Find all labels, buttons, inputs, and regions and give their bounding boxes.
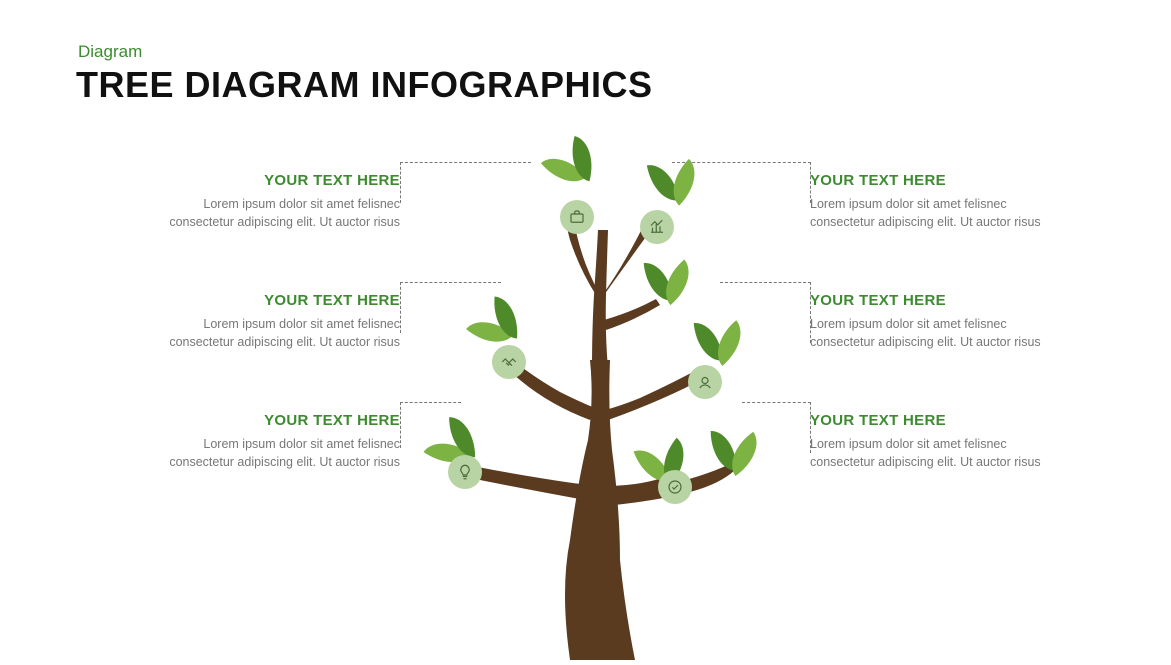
label-heading: YOUR TEXT HERE [140,172,400,189]
chart-icon [640,210,674,244]
label-right-3: YOUR TEXT HERE Lorem ipsum dolor sit ame… [810,412,1070,471]
label-left-2: YOUR TEXT HERE Lorem ipsum dolor sit ame… [140,292,400,351]
label-right-1: YOUR TEXT HERE Lorem ipsum dolor sit ame… [810,172,1070,231]
check-badge-icon [658,470,692,504]
label-heading: YOUR TEXT HERE [810,412,1070,429]
page-subtitle: Diagram [78,42,142,62]
label-left-1: YOUR TEXT HERE Lorem ipsum dolor sit ame… [140,172,400,231]
label-body: Lorem ipsum dolor sit amet felisnec cons… [140,435,400,471]
page-title: TREE DIAGRAM INFOGRAPHICS [76,64,653,106]
tree-diagram [410,120,770,660]
label-body: Lorem ipsum dolor sit amet felisnec cons… [810,315,1070,351]
label-body: Lorem ipsum dolor sit amet felisnec cons… [810,195,1070,231]
lightbulb-icon [448,455,482,489]
briefcase-icon [560,200,594,234]
label-heading: YOUR TEXT HERE [140,292,400,309]
leaf-cluster [546,136,604,194]
label-left-3: YOUR TEXT HERE Lorem ipsum dolor sit ame… [140,412,400,471]
label-heading: YOUR TEXT HERE [140,412,400,429]
label-right-2: YOUR TEXT HERE Lorem ipsum dolor sit ame… [810,292,1070,351]
label-body: Lorem ipsum dolor sit amet felisnec cons… [140,315,400,351]
label-body: Lorem ipsum dolor sit amet felisnec cons… [140,195,400,231]
label-heading: YOUR TEXT HERE [810,292,1070,309]
label-heading: YOUR TEXT HERE [810,172,1070,189]
handshake-icon [492,345,526,379]
label-body: Lorem ipsum dolor sit amet felisnec cons… [810,435,1070,471]
globe-hands-icon [688,365,722,399]
